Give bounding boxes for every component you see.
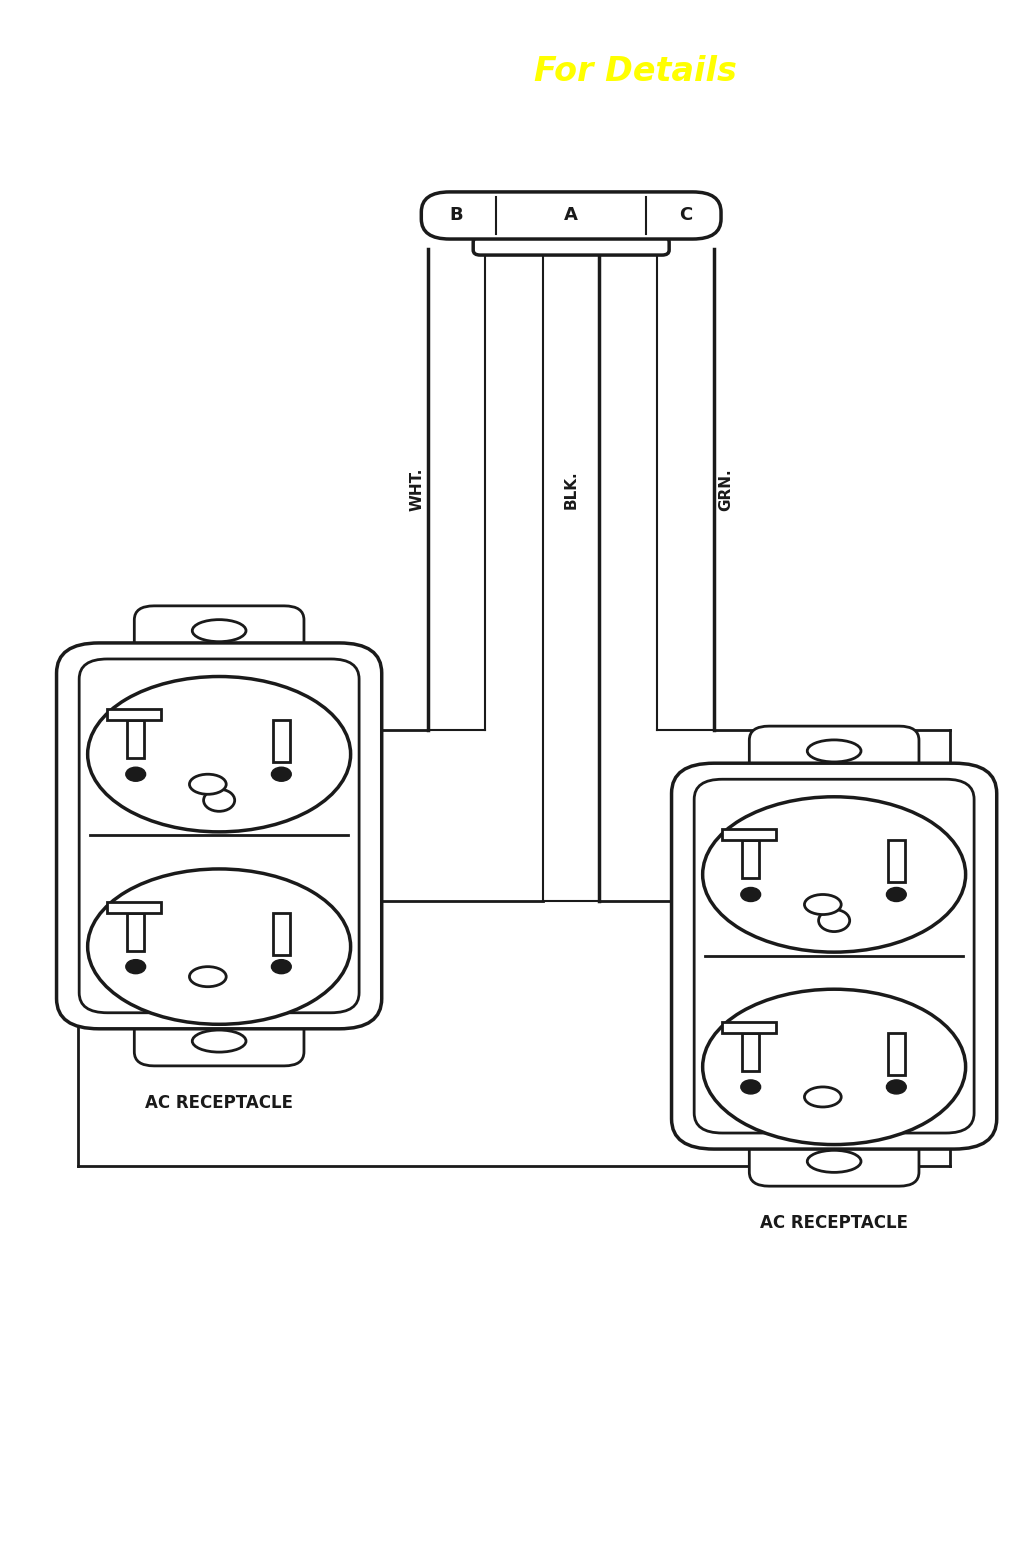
Ellipse shape (193, 1030, 246, 1051)
Ellipse shape (88, 677, 351, 832)
FancyBboxPatch shape (134, 1011, 304, 1066)
FancyBboxPatch shape (749, 726, 919, 782)
Bar (108, 901, 161, 912)
FancyBboxPatch shape (749, 1131, 919, 1186)
Bar (127, 721, 145, 758)
Text: AC RECEPTACLE: AC RECEPTACLE (761, 1214, 908, 1232)
Ellipse shape (805, 1087, 842, 1106)
Bar (742, 840, 760, 879)
FancyBboxPatch shape (421, 191, 721, 240)
Bar (273, 721, 290, 762)
Ellipse shape (703, 796, 966, 953)
FancyBboxPatch shape (694, 779, 974, 1133)
FancyBboxPatch shape (671, 763, 996, 1149)
Text: A: A (564, 207, 578, 224)
Ellipse shape (703, 989, 966, 1144)
Text: GRN.: GRN. (718, 469, 733, 511)
Text: BLK.: BLK. (564, 470, 579, 509)
Text: B: B (450, 207, 463, 224)
Bar (723, 829, 776, 840)
Bar (742, 1033, 760, 1070)
Text: C: C (680, 207, 692, 224)
FancyBboxPatch shape (56, 642, 381, 1030)
Ellipse shape (808, 1150, 861, 1172)
Bar (108, 710, 161, 721)
Bar (723, 1022, 776, 1033)
Bar (273, 912, 290, 954)
Text: For Details: For Details (534, 55, 737, 88)
Ellipse shape (190, 774, 227, 794)
Ellipse shape (88, 870, 351, 1025)
Circle shape (272, 959, 291, 973)
Circle shape (272, 768, 291, 782)
Ellipse shape (190, 967, 227, 987)
Bar (127, 912, 145, 951)
Circle shape (126, 959, 146, 973)
Circle shape (741, 887, 761, 901)
FancyBboxPatch shape (474, 237, 669, 255)
Ellipse shape (193, 619, 246, 641)
Ellipse shape (805, 895, 842, 915)
Text: AC RECEPTACLE: AC RECEPTACLE (146, 1094, 293, 1113)
FancyBboxPatch shape (134, 606, 304, 661)
Ellipse shape (808, 740, 861, 762)
Circle shape (126, 768, 146, 782)
Bar (888, 1033, 905, 1075)
Bar (888, 840, 905, 882)
FancyBboxPatch shape (79, 660, 359, 1012)
Circle shape (887, 887, 906, 901)
Text: WHT.: WHT. (410, 469, 424, 511)
Circle shape (887, 1080, 906, 1094)
Text: TAP HERE: TAP HERE (594, 14, 677, 30)
Circle shape (741, 1080, 761, 1094)
